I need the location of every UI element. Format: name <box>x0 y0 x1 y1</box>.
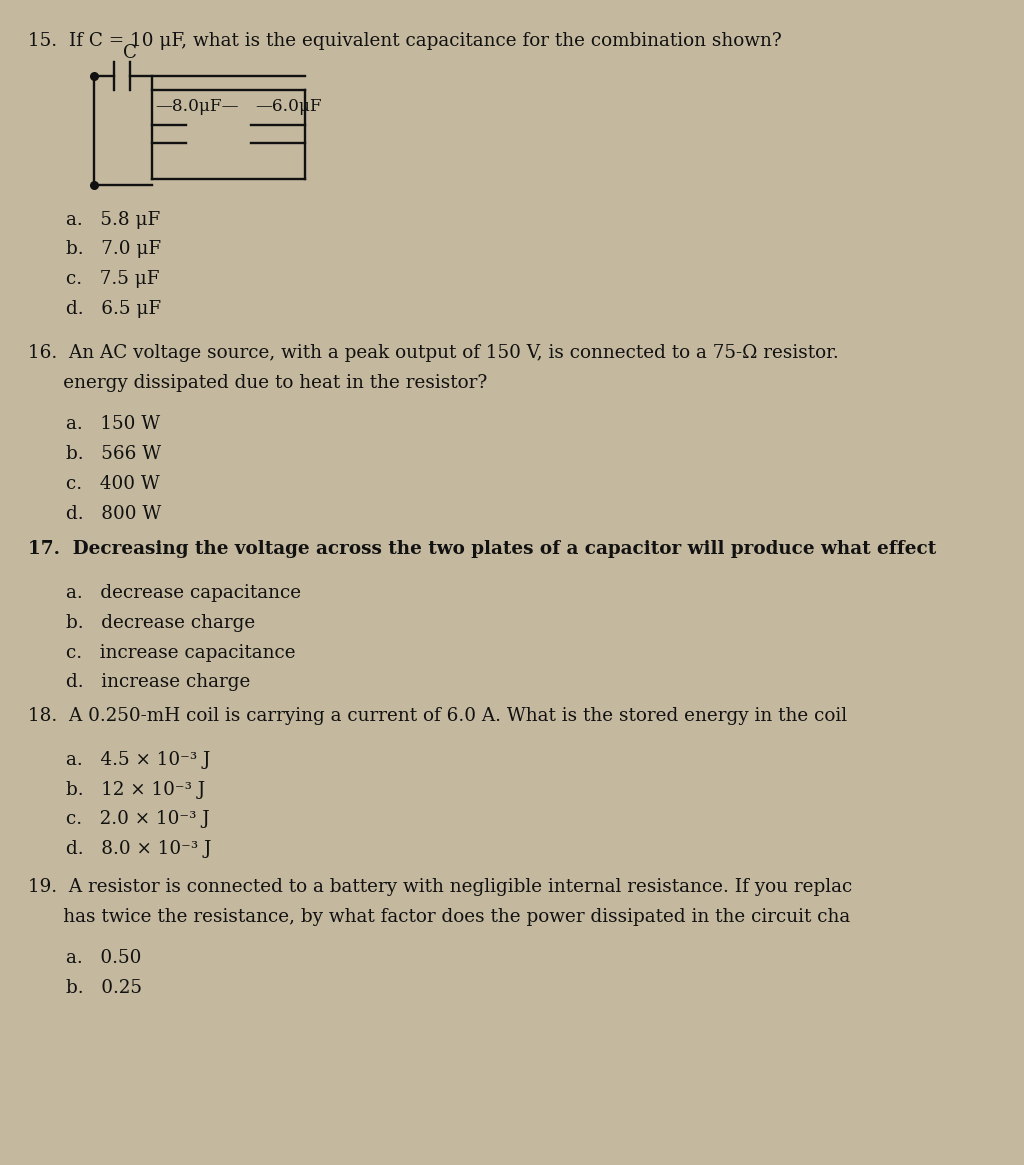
Text: b.   7.0 μF: b. 7.0 μF <box>66 240 161 259</box>
Text: a.   5.8 μF: a. 5.8 μF <box>66 211 160 228</box>
Text: a.   0.50: a. 0.50 <box>66 949 141 967</box>
Text: c.   7.5 μF: c. 7.5 μF <box>66 270 160 288</box>
Text: d.   8.0 × 10⁻³ J: d. 8.0 × 10⁻³ J <box>66 840 211 859</box>
Text: d.   800 W: d. 800 W <box>66 504 161 523</box>
Text: has twice the resistance, by what factor does the power dissipated in the circui: has twice the resistance, by what factor… <box>29 908 851 926</box>
Text: C: C <box>123 44 136 62</box>
Text: b.   decrease charge: b. decrease charge <box>66 614 255 631</box>
Text: b.   0.25: b. 0.25 <box>66 979 142 997</box>
Text: b.   566 W: b. 566 W <box>66 445 161 463</box>
Text: a.   decrease capacitance: a. decrease capacitance <box>66 584 301 602</box>
Text: 19.  A resistor is connected to a battery with negligible internal resistance. I: 19. A resistor is connected to a battery… <box>29 878 852 896</box>
Text: b.   12 × 10⁻³ J: b. 12 × 10⁻³ J <box>66 781 205 798</box>
Text: 15.  If C = 10 μF, what is the equivalent capacitance for the combination shown?: 15. If C = 10 μF, what is the equivalent… <box>29 31 782 50</box>
Text: a.   4.5 × 10⁻³ J: a. 4.5 × 10⁻³ J <box>66 750 210 769</box>
Text: d.   6.5 μF: d. 6.5 μF <box>66 301 161 318</box>
Text: a.   150 W: a. 150 W <box>66 415 160 433</box>
Text: —6.0μF: —6.0μF <box>255 99 322 115</box>
Text: 16.  An AC voltage source, with a peak output of 150 V, is connected to a 75-Ω r: 16. An AC voltage source, with a peak ou… <box>29 344 839 361</box>
Text: c.   400 W: c. 400 W <box>66 475 160 493</box>
Text: c.   increase capacitance: c. increase capacitance <box>66 643 296 662</box>
Text: d.   increase charge: d. increase charge <box>66 673 251 691</box>
Text: c.   2.0 × 10⁻³ J: c. 2.0 × 10⁻³ J <box>66 811 210 828</box>
Text: 18.  A 0.250-mH coil is carrying a current of 6.0 A. What is the stored energy i: 18. A 0.250-mH coil is carrying a curren… <box>29 707 847 725</box>
Text: 17.  Decreasing the voltage across the two plates of a capacitor will produce wh: 17. Decreasing the voltage across the tw… <box>29 541 937 558</box>
Text: energy dissipated due to heat in the resistor?: energy dissipated due to heat in the res… <box>29 374 487 391</box>
Text: —8.0μF—: —8.0μF— <box>156 99 239 115</box>
